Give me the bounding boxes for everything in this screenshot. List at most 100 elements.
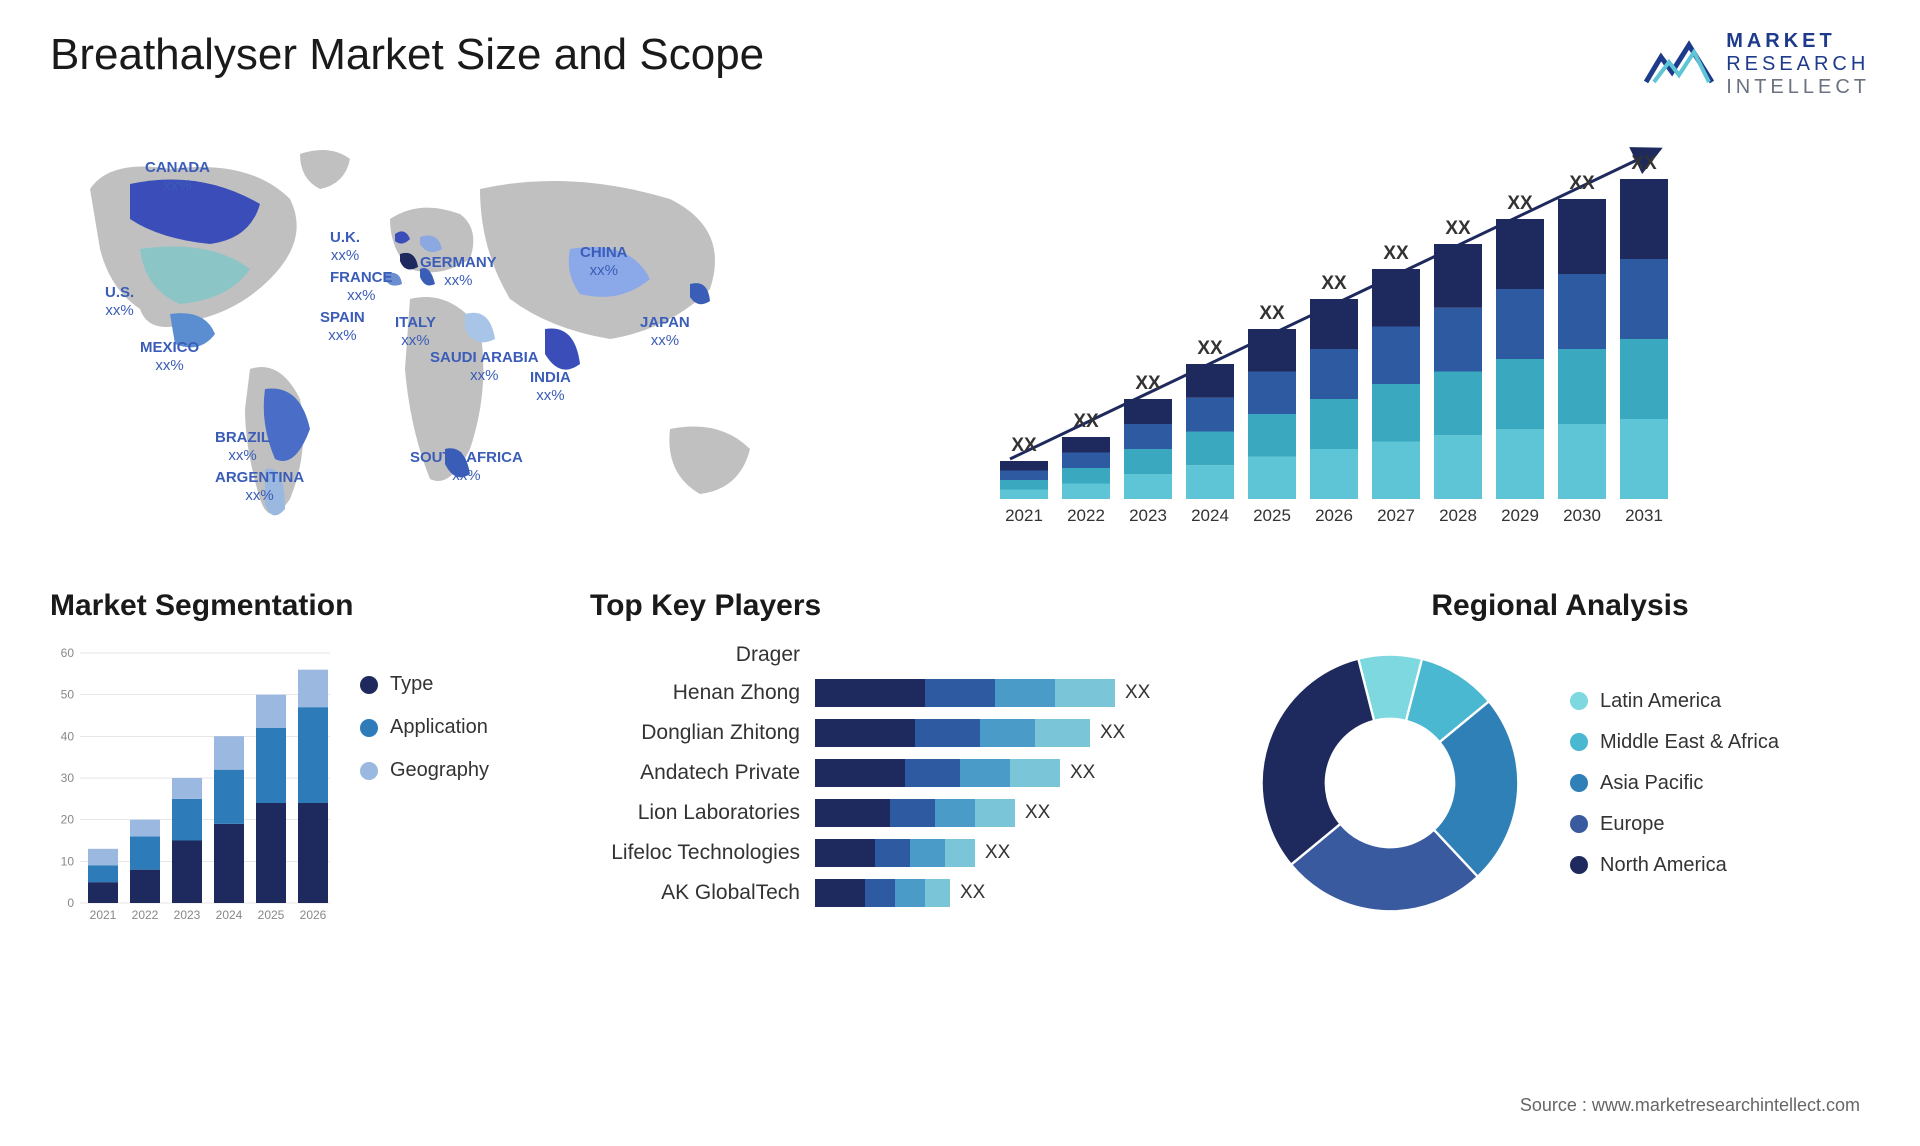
- map-label: U.K.xx%: [330, 229, 360, 265]
- player-value: XX: [1025, 802, 1050, 824]
- segmentation-chart: 0 10 20 30 40 50 60 2021 2022 2023 2024 2025 2026: [50, 643, 330, 923]
- map-label: SAUDI ARABIAxx%: [430, 349, 539, 385]
- map-label: CHINAxx%: [580, 244, 628, 280]
- legend-item: Asia Pacific: [1570, 772, 1779, 795]
- growth-bar-chart: XX 2021 XX 2022 XX 2023 XX 2024 XX 2025 XX 2026 XX 20…: [970, 129, 1870, 549]
- logo-text-3: INTELLECT: [1726, 76, 1870, 99]
- map-label: INDIAxx%: [530, 369, 571, 405]
- svg-text:2031: 2031: [1625, 506, 1663, 525]
- svg-text:XX: XX: [1507, 193, 1533, 214]
- player-value: XX: [1100, 722, 1125, 744]
- player-bar: [815, 839, 975, 867]
- regional-title: Regional Analysis: [1250, 589, 1870, 623]
- svg-text:0: 0: [67, 896, 74, 910]
- regional-donut-chart: [1250, 643, 1530, 923]
- player-value: XX: [985, 842, 1010, 864]
- player-value: XX: [1125, 682, 1150, 704]
- svg-text:2029: 2029: [1501, 506, 1539, 525]
- player-name: Donglian Zhitong: [590, 721, 800, 745]
- svg-text:2021: 2021: [90, 908, 117, 922]
- player-name: Henan Zhong: [590, 681, 800, 705]
- player-row: Lion Laboratories XX: [590, 799, 1210, 827]
- svg-text:10: 10: [61, 854, 75, 868]
- legend-item: Latin America: [1570, 690, 1779, 713]
- player-row: Drager: [590, 643, 1210, 667]
- logo-icon: [1644, 37, 1714, 92]
- player-name: Lifeloc Technologies: [590, 841, 800, 865]
- map-label: GERMANYxx%: [420, 254, 497, 290]
- player-name: Drager: [590, 643, 800, 667]
- map-label: CANADAxx%: [145, 159, 210, 195]
- svg-text:XX: XX: [1445, 218, 1471, 239]
- player-row: Andatech Private XX: [590, 759, 1210, 787]
- svg-text:30: 30: [61, 771, 75, 785]
- svg-text:2030: 2030: [1563, 506, 1601, 525]
- segmentation-legend: Type Application Geography: [360, 643, 489, 923]
- player-row: Lifeloc Technologies XX: [590, 839, 1210, 867]
- legend-item: Geography: [360, 759, 489, 782]
- player-bar: [815, 679, 1115, 707]
- player-bar: [815, 759, 1060, 787]
- map-label: JAPANxx%: [640, 314, 690, 350]
- svg-text:XX: XX: [1569, 173, 1595, 194]
- player-row: Henan Zhong XX: [590, 679, 1210, 707]
- player-value: XX: [1070, 762, 1095, 784]
- svg-text:40: 40: [61, 729, 75, 743]
- map-label: SOUTH AFRICAxx%: [410, 449, 523, 485]
- player-row: AK GlobalTech XX: [590, 879, 1210, 907]
- svg-text:20: 20: [61, 813, 75, 827]
- svg-text:XX: XX: [1321, 273, 1347, 294]
- player-name: Andatech Private: [590, 761, 800, 785]
- svg-text:2025: 2025: [258, 908, 285, 922]
- svg-text:2021: 2021: [1005, 506, 1043, 525]
- source-text: Source : www.marketresearchintellect.com: [1520, 1095, 1860, 1116]
- page-title: Breathalyser Market Size and Scope: [50, 30, 764, 80]
- svg-text:2023: 2023: [174, 908, 201, 922]
- map-label: ARGENTINAxx%: [215, 469, 304, 505]
- legend-item: North America: [1570, 854, 1779, 877]
- svg-text:XX: XX: [1383, 243, 1409, 264]
- svg-text:XX: XX: [1259, 303, 1285, 324]
- map-label: ITALYxx%: [395, 314, 436, 350]
- svg-text:2022: 2022: [132, 908, 159, 922]
- svg-text:2024: 2024: [1191, 506, 1229, 525]
- map-label: FRANCExx%: [330, 269, 393, 305]
- svg-text:XX: XX: [1011, 435, 1037, 456]
- map-label: U.S.xx%: [105, 284, 134, 320]
- svg-text:XX: XX: [1073, 411, 1099, 432]
- player-row: Donglian Zhitong XX: [590, 719, 1210, 747]
- player-bar: [815, 879, 950, 907]
- legend-item: Middle East & Africa: [1570, 731, 1779, 754]
- svg-text:2025: 2025: [1253, 506, 1291, 525]
- svg-text:XX: XX: [1197, 338, 1223, 359]
- world-map: CANADAxx% U.S.xx%MEXICOxx% BRAZILxx% ARGENT…: [50, 129, 930, 549]
- segmentation-title: Market Segmentation: [50, 589, 550, 623]
- brand-logo: MARKET RESEARCH INTELLECT: [1644, 30, 1870, 99]
- svg-text:XX: XX: [1135, 373, 1161, 394]
- map-label: SPAINxx%: [320, 309, 365, 345]
- player-value: XX: [960, 882, 985, 904]
- svg-text:2026: 2026: [300, 908, 327, 922]
- players-title: Top Key Players: [590, 589, 1210, 623]
- legend-item: Type: [360, 673, 489, 696]
- map-label: MEXICOxx%: [140, 339, 199, 375]
- player-bar: [815, 799, 1015, 827]
- svg-text:60: 60: [61, 646, 75, 660]
- legend-item: Application: [360, 716, 489, 739]
- player-name: Lion Laboratories: [590, 801, 800, 825]
- svg-text:2023: 2023: [1129, 506, 1167, 525]
- legend-item: Europe: [1570, 813, 1779, 836]
- svg-text:2028: 2028: [1439, 506, 1477, 525]
- player-name: AK GlobalTech: [590, 881, 800, 905]
- key-players-list: DragerHenan ZhongXXDonglian ZhitongXXAnd…: [590, 643, 1210, 907]
- svg-text:2027: 2027: [1377, 506, 1415, 525]
- logo-text-2: RESEARCH: [1726, 53, 1870, 76]
- svg-text:50: 50: [61, 688, 75, 702]
- svg-text:XX: XX: [1631, 153, 1657, 174]
- svg-text:2024: 2024: [216, 908, 243, 922]
- logo-text-1: MARKET: [1726, 30, 1870, 53]
- svg-text:2022: 2022: [1067, 506, 1105, 525]
- map-label: BRAZILxx%: [215, 429, 270, 465]
- regional-legend: Latin America Middle East & Africa Asia Pa…: [1570, 690, 1779, 877]
- svg-text:2026: 2026: [1315, 506, 1353, 525]
